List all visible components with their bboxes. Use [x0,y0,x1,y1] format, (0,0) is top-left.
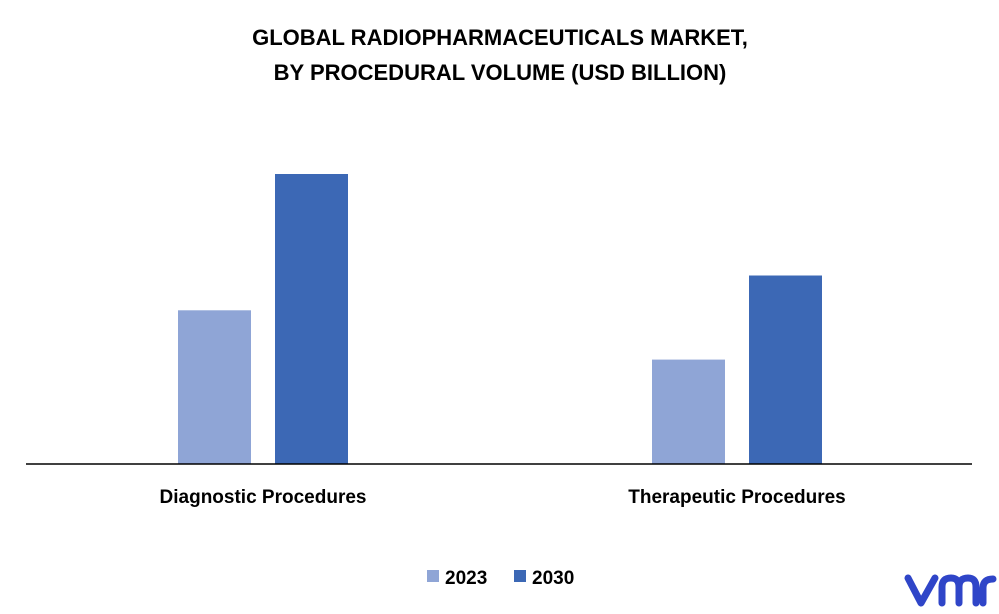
legend-label-2023: 2023 [445,568,487,589]
bar-group [178,174,822,464]
category-label-therapeutic: Therapeutic Procedures [628,487,846,508]
chart-title-line-1: GLOBAL RADIOPHARMACEUTICALS MARKET, [252,25,748,50]
legend-swatch-2030 [514,570,526,582]
legend-swatch-2023 [427,570,439,582]
bar-2030-diagnostic [275,174,348,464]
bar-2023-therapeutic [652,359,725,464]
vmr-logo [904,574,997,607]
category-label-diagnostic: Diagnostic Procedures [160,487,367,508]
logo-mark [904,574,997,607]
legend-label-2030: 2030 [532,568,574,589]
bar-2023-diagnostic [178,310,251,464]
chart-title-line-2: BY PROCEDURAL VOLUME (USD BILLION) [274,60,727,85]
bar-2030-therapeutic [749,275,822,464]
legend: 2023 2030 [427,568,574,589]
